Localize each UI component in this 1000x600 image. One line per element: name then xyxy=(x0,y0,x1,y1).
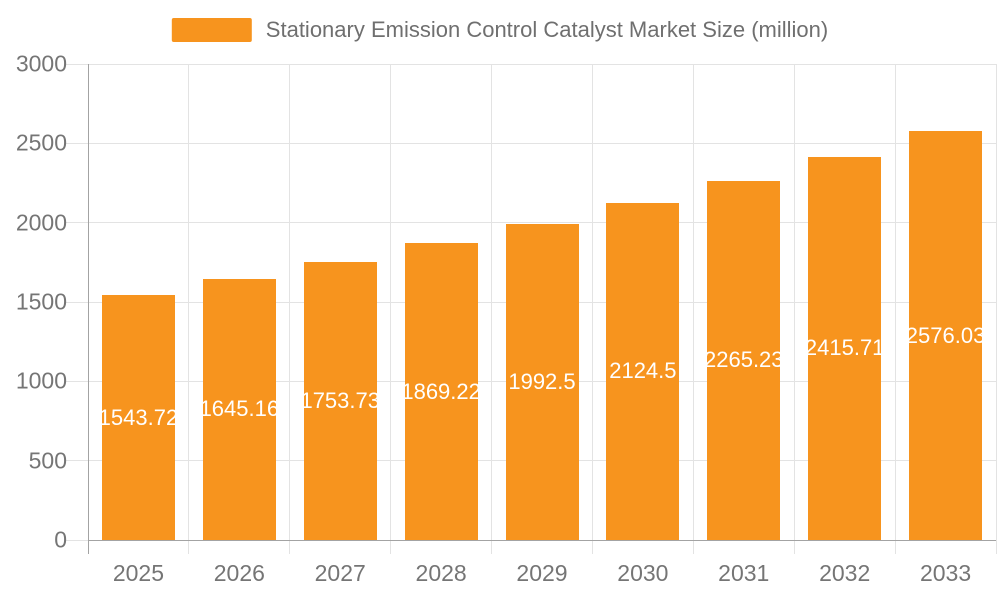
x-axis-tick-label: 2027 xyxy=(314,560,366,586)
y-axis-tick-label: 1000 xyxy=(15,367,67,394)
x-gridline xyxy=(793,64,795,554)
bar-value-label: 2415.71 xyxy=(808,335,882,361)
y-gridline xyxy=(66,63,996,65)
x-axis-tick-label: 2026 xyxy=(213,560,265,586)
x-axis-tick-label: 2025 xyxy=(112,560,165,586)
x-gridline xyxy=(289,64,291,554)
y-axis-tick-label: 1500 xyxy=(15,288,67,315)
x-gridline xyxy=(894,64,896,554)
bar-value-label: 2265.23 xyxy=(707,347,781,373)
bar-2032[interactable]: 2415.71 xyxy=(808,156,882,540)
x-gridline xyxy=(591,64,593,554)
bar-value-label: 2576.03 xyxy=(909,322,983,348)
legend-label: Stationary Emission Control Catalyst Mar… xyxy=(265,17,829,42)
x-gridline xyxy=(995,64,997,554)
bar-value-label: 1543.72 xyxy=(101,404,175,430)
y-gridline xyxy=(66,222,996,224)
bar-2033[interactable]: 2576.03 xyxy=(909,131,983,540)
bar-value-label: 1992.5 xyxy=(508,368,576,394)
x-axis-tick-label: 2028 xyxy=(415,560,467,586)
x-axis-tick-label: 2031 xyxy=(718,560,770,586)
y-axis-tick-label: 3000 xyxy=(15,50,67,77)
bar-2029[interactable]: 1992.5 xyxy=(505,223,579,540)
x-axis-tick-label: 2033 xyxy=(919,560,972,586)
bar-2026[interactable]: 1645.16 xyxy=(202,278,276,540)
bar-value-label: 2124.5 xyxy=(609,358,677,384)
bar-2025[interactable]: 1543.72 xyxy=(101,295,175,540)
bar-2030[interactable]: 2124.5 xyxy=(606,202,680,540)
bar-value-label: 1645.16 xyxy=(202,396,276,422)
bar-value-label: 1869.22 xyxy=(404,378,478,404)
x-gridline xyxy=(390,64,392,554)
y-axis-tick-label: 2500 xyxy=(15,129,67,156)
x-axis-tick-label: 2029 xyxy=(516,560,568,586)
y-axis-tick-label: 2000 xyxy=(15,209,67,236)
x-axis-line xyxy=(88,539,996,541)
x-axis-tick-label: 2032 xyxy=(819,560,871,586)
y-axis-line xyxy=(87,64,89,554)
y-gridline xyxy=(66,142,996,144)
bar-value-label: 1753.73 xyxy=(303,387,377,413)
x-gridline xyxy=(491,64,493,554)
x-gridline xyxy=(692,64,694,554)
y-axis-tick-label: 0 xyxy=(54,526,67,553)
y-axis-tick-label: 500 xyxy=(28,447,67,474)
x-axis-tick-label: 2030 xyxy=(617,560,669,586)
legend[interactable]: Stationary Emission Control Catalyst Mar… xyxy=(171,17,829,43)
bar-2031[interactable]: 2265.23 xyxy=(707,180,781,540)
bar-2028[interactable]: 1869.22 xyxy=(404,243,478,540)
bar-2027[interactable]: 1753.73 xyxy=(303,261,377,540)
legend-swatch xyxy=(171,18,252,42)
x-gridline xyxy=(188,64,190,554)
